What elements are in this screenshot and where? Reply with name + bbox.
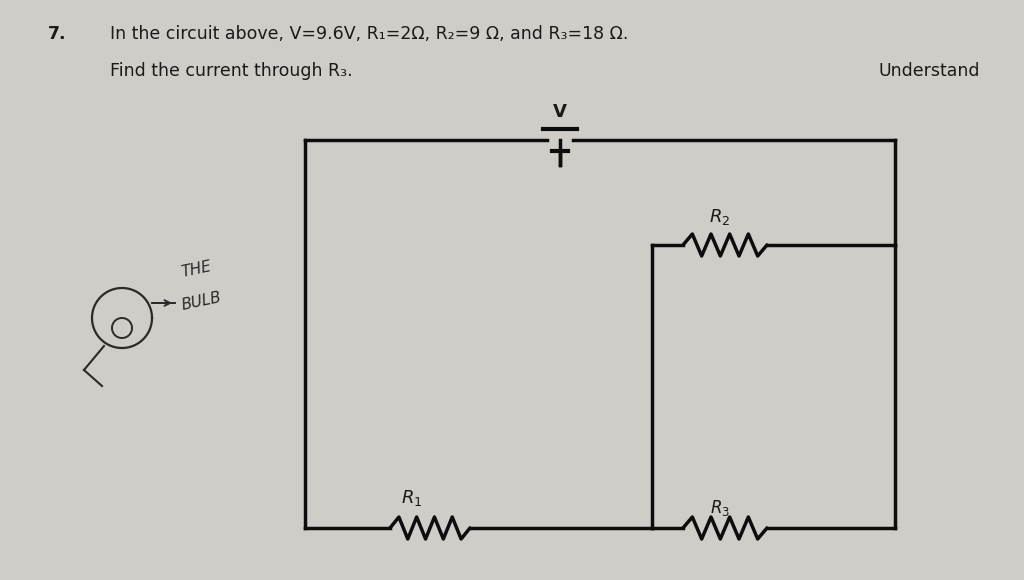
Text: In the circuit above, V=9.6V, R₁=2Ω, R₂=9 Ω, and R₃=18 Ω.: In the circuit above, V=9.6V, R₁=2Ω, R₂=… [110,25,629,43]
Text: THE: THE [180,259,213,280]
Text: V: V [553,103,567,121]
Text: $R_3$: $R_3$ [710,498,730,518]
Text: BULB: BULB [180,290,223,313]
Text: 7.: 7. [48,25,67,43]
Text: $R_1$: $R_1$ [401,488,423,508]
Text: $R_2$: $R_2$ [710,207,731,227]
Text: Understand: Understand [879,62,980,80]
Text: Find the current through R₃.: Find the current through R₃. [110,62,352,80]
